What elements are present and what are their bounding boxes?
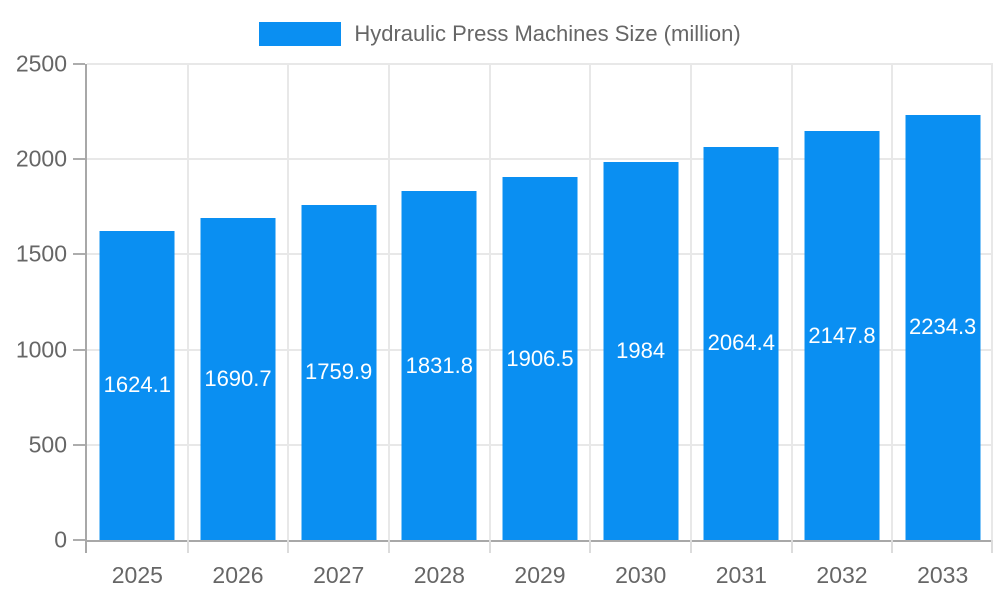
bar: 2064.4 bbox=[703, 146, 779, 540]
y-axis-tick bbox=[73, 348, 85, 351]
gridline-horizontal bbox=[87, 158, 993, 161]
y-axis-tick bbox=[73, 253, 85, 256]
x-axis-tick bbox=[991, 540, 993, 553]
x-axis-category-label: 2025 bbox=[111, 562, 163, 588]
x-axis-category-label: 2033 bbox=[917, 562, 969, 588]
x-axis-category-label: 2027 bbox=[313, 562, 365, 588]
plot-area: 0 500 1000 1500 2000 2500 1624.1 2025 1690.7 2026… bbox=[16, 51, 993, 588]
x-axis-tick bbox=[488, 540, 491, 553]
gridline-vertical bbox=[991, 64, 993, 540]
gridline-vertical bbox=[589, 64, 592, 540]
x-axis-tick bbox=[790, 540, 793, 553]
x-axis-tick bbox=[589, 540, 592, 553]
bar: 1690.7 bbox=[200, 218, 276, 540]
y-axis-tick-label: 2500 bbox=[15, 50, 67, 77]
x-axis-tick bbox=[287, 540, 290, 553]
legend-swatch bbox=[259, 22, 342, 46]
gridline-vertical bbox=[287, 64, 290, 540]
bar: 1906.5 bbox=[502, 177, 578, 540]
y-axis-tick-label: 0 bbox=[54, 526, 67, 553]
y-axis-tick bbox=[73, 443, 85, 446]
gridline-vertical bbox=[891, 64, 894, 540]
bar: 1759.9 bbox=[301, 204, 377, 540]
bar-value-label: 1690.7 bbox=[204, 366, 272, 392]
x-axis-tick bbox=[689, 540, 692, 553]
x-axis-category-label: 2030 bbox=[615, 562, 667, 588]
x-axis-category-label: 2026 bbox=[212, 562, 264, 588]
x-axis-category-label: 2029 bbox=[514, 562, 566, 588]
legend-item[interactable]: Hydraulic Press Machines Size (million) bbox=[259, 21, 741, 47]
x-axis-category-label: 2031 bbox=[715, 562, 767, 588]
y-axis-tick bbox=[73, 63, 85, 65]
y-axis-extension bbox=[85, 540, 87, 553]
y-axis-tick bbox=[73, 158, 85, 161]
gridline-vertical bbox=[488, 64, 491, 540]
x-axis-category-label: 2032 bbox=[816, 562, 868, 588]
x-axis-tick bbox=[387, 540, 390, 553]
legend-label: Hydraulic Press Machines Size (million) bbox=[354, 21, 741, 46]
bar-value-label: 1831.8 bbox=[405, 352, 473, 378]
gridline-vertical bbox=[387, 64, 390, 540]
bar: 1984 bbox=[603, 162, 679, 540]
bar: 2147.8 bbox=[804, 131, 880, 540]
bar: 1624.1 bbox=[99, 230, 175, 540]
bar-value-label: 2147.8 bbox=[808, 322, 876, 348]
bar-value-label: 1759.9 bbox=[305, 359, 373, 385]
y-axis-tick-label: 2000 bbox=[15, 145, 67, 172]
gridline-vertical bbox=[790, 64, 793, 540]
gridline-vertical bbox=[689, 64, 692, 540]
gridline-vertical bbox=[186, 64, 189, 540]
bar-value-label: 1624.1 bbox=[103, 372, 171, 398]
legend: Hydraulic Press Machines Size (million) bbox=[0, 20, 1000, 48]
y-axis-tick bbox=[73, 539, 85, 541]
y-axis-tick-label: 1500 bbox=[15, 240, 67, 267]
bar: 1831.8 bbox=[401, 191, 477, 540]
bar-value-label: 2064.4 bbox=[707, 330, 775, 356]
bar-value-label: 1984 bbox=[616, 338, 666, 364]
bar: 2234.3 bbox=[905, 114, 981, 540]
x-axis-category-label: 2028 bbox=[413, 562, 465, 588]
y-axis-tick-label: 500 bbox=[28, 431, 67, 458]
y-axis-tick-label: 1000 bbox=[15, 336, 67, 363]
x-axis-tick bbox=[891, 540, 894, 553]
bar-value-label: 1906.5 bbox=[506, 345, 574, 371]
bar-value-label: 2234.3 bbox=[909, 314, 977, 340]
x-axis-tick bbox=[186, 540, 189, 553]
gridline-horizontal bbox=[87, 63, 993, 65]
